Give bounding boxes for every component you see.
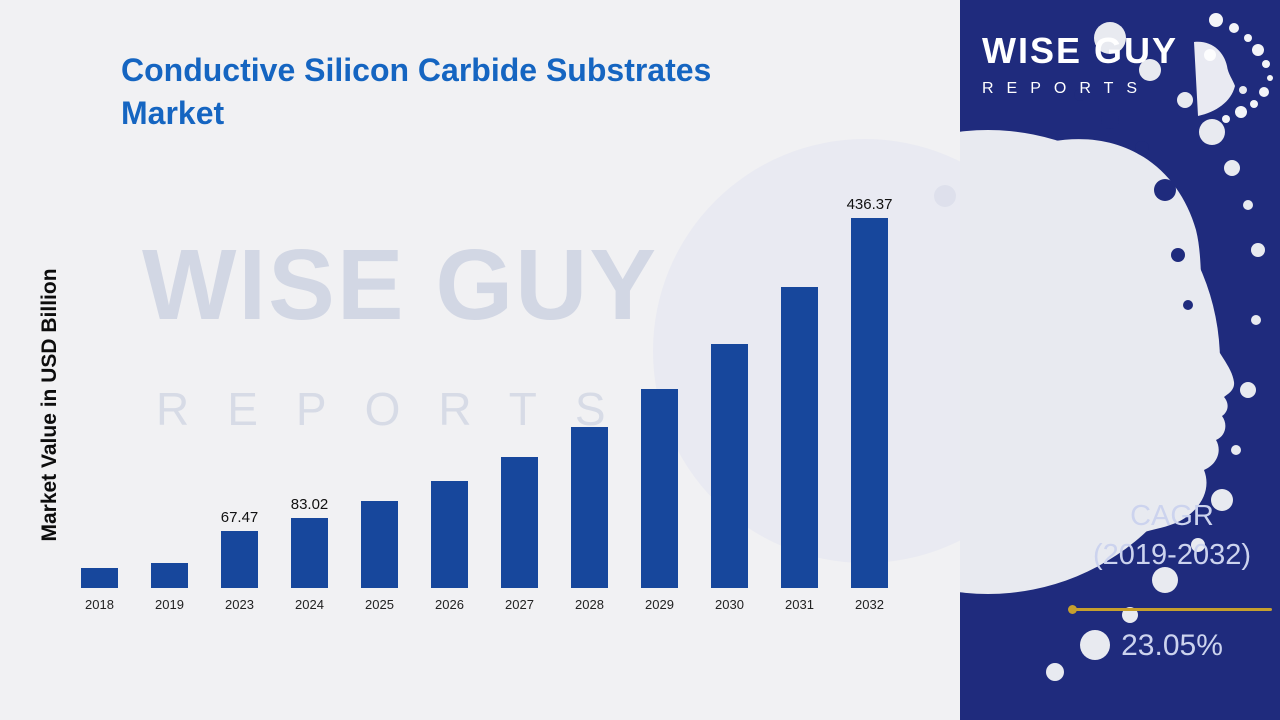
cagr-block: CAGR (2019-2032) 23.05% <box>1068 500 1272 663</box>
brand-logo-subtitle: REPORTS <box>982 80 1151 97</box>
x-axis-tick-label: 2023 <box>225 597 254 612</box>
x-axis-tick-label: 2024 <box>295 597 324 612</box>
cagr-divider-line <box>1068 605 1272 614</box>
bar-value-label: 83.02 <box>290 496 329 513</box>
bar-column: 2028 <box>571 427 608 612</box>
page-title: Conductive Silicon Carbide Substrates Ma… <box>121 52 712 132</box>
bar <box>431 481 468 588</box>
bar <box>781 287 818 588</box>
bar-column: 2025 <box>361 501 398 612</box>
bar-value-label: 67.47 <box>220 509 259 526</box>
x-axis-tick-label: 2025 <box>365 597 394 612</box>
bar-value-label: 436.37 <box>846 196 893 213</box>
bar-column: 67.47 2023 <box>220 509 259 612</box>
x-axis-tick-label: 2027 <box>505 597 534 612</box>
x-axis-tick-label: 2028 <box>575 597 604 612</box>
x-axis-tick-label: 2018 <box>85 597 114 612</box>
bar <box>711 344 748 588</box>
watermark-text-line1: WISE GUY <box>142 229 659 341</box>
brand-logo-name: WISE GUY <box>982 30 1179 71</box>
bar <box>291 518 328 588</box>
bar-column: 2019 <box>151 563 188 612</box>
bar <box>151 563 188 588</box>
bar-chart: 2018 2019 67.47 2023 83.02 2024 2025 2026 2027 20… <box>81 196 893 612</box>
bar <box>571 427 608 588</box>
bar-column: 436.37 2032 <box>847 196 893 612</box>
bar-column: 2031 <box>781 287 818 612</box>
bar-column: 83.02 2024 <box>290 496 329 612</box>
bar <box>501 457 538 588</box>
x-axis-tick-label: 2029 <box>645 597 674 612</box>
cagr-value: 23.05% <box>1121 629 1223 662</box>
x-axis-tick-label: 2032 <box>855 597 884 612</box>
cagr-label: CAGR <box>1130 500 1214 532</box>
bar <box>361 501 398 588</box>
x-axis-tick-label: 2030 <box>715 597 744 612</box>
x-axis-tick-label: 2031 <box>785 597 814 612</box>
bar-column: 2018 <box>81 568 118 612</box>
brand-logo: WISE GUY REPORTS <box>982 30 1178 98</box>
watermark-text-line2: REPORTS <box>156 383 644 435</box>
bar-column: 2030 <box>711 344 748 612</box>
bar <box>641 389 678 588</box>
cagr-period: (2019-2032) <box>1093 539 1251 571</box>
bar-column: 2026 <box>431 481 468 612</box>
face-profile-graphic <box>960 0 1280 720</box>
x-axis-tick-label: 2019 <box>155 597 184 612</box>
brand-panel: WISE GUY REPORTS <box>960 0 1280 720</box>
bar <box>221 531 258 588</box>
bar-column: 2027 <box>501 457 538 612</box>
brand-logo-face-icon <box>1186 12 1278 132</box>
bar <box>81 568 118 588</box>
bar-column: 2029 <box>641 389 678 612</box>
x-axis-tick-label: 2026 <box>435 597 464 612</box>
bar <box>851 218 888 588</box>
y-axis-label: Market Value in USD Billion <box>38 268 61 542</box>
